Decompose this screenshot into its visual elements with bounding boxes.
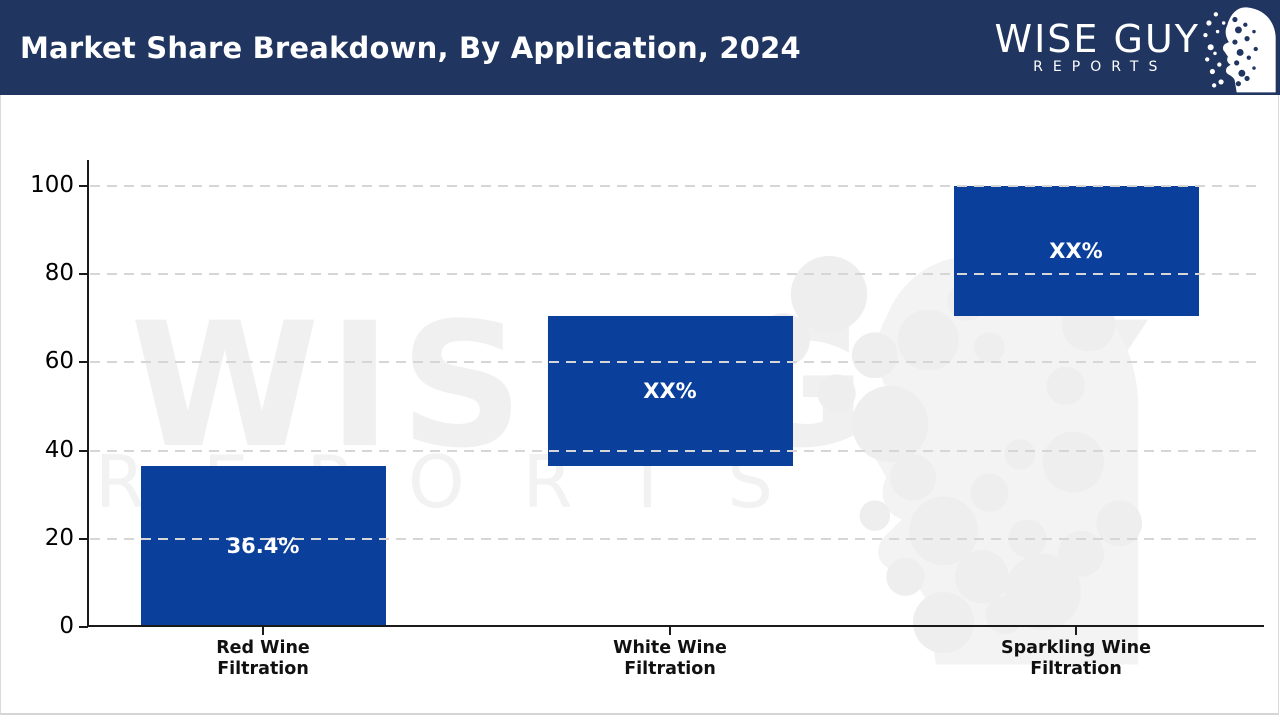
y-tick-label: 20	[44, 524, 74, 551]
watermark-head-dots-icon	[756, 255, 1143, 665]
gridline	[90, 537, 1262, 540]
x-tick-mark	[262, 627, 264, 635]
y-tick-mark	[79, 361, 88, 364]
gridline	[90, 361, 1262, 364]
x-category-label: White Wine Filtration	[613, 638, 727, 679]
bar-segment	[140, 466, 386, 627]
y-tick-mark	[79, 449, 88, 452]
gridline	[90, 449, 1262, 452]
x-tick-mark	[1075, 627, 1077, 635]
chart-area: WISE GUY REPORTS	[0, 95, 1280, 720]
brand-name: WISE GUY	[994, 17, 1200, 61]
brand-subname: REPORTS	[1033, 59, 1168, 75]
gridline	[90, 184, 1262, 187]
x-category-label: Red Wine Filtration	[216, 638, 310, 679]
gridline	[90, 273, 1262, 276]
header-bar: Market Share Breakdown, By Application, …	[0, 0, 1280, 95]
y-tick-label: 0	[59, 613, 74, 639]
y-tick-mark	[79, 184, 88, 187]
y-tick-mark	[79, 537, 88, 540]
x-category-label: Sparkling Wine Filtration	[1001, 638, 1151, 679]
y-tick-mark	[79, 273, 88, 276]
brand-logo: WISE GUY REPORTS	[995, 0, 1280, 95]
brand-logo-text: WISE GUY REPORTS	[995, 20, 1200, 75]
y-tick-mark	[79, 626, 88, 628]
bar-segment	[547, 315, 793, 467]
x-tick-mark	[669, 627, 671, 635]
bar-value-label: XX%	[643, 378, 697, 403]
bar-value-label: XX%	[1049, 238, 1103, 263]
y-tick-label: 60	[44, 348, 74, 375]
y-axis-line	[87, 160, 89, 626]
bar-segment	[953, 185, 1199, 316]
bar-value-label: 36.4%	[226, 534, 300, 559]
x-axis-line	[87, 625, 1264, 627]
y-tick-label: 80	[44, 260, 74, 287]
y-tick-label: 100	[30, 171, 74, 198]
y-tick-label: 40	[44, 436, 74, 463]
page-title: Market Share Breakdown, By Application, …	[20, 30, 801, 65]
head-profile-icon	[1203, 6, 1276, 92]
